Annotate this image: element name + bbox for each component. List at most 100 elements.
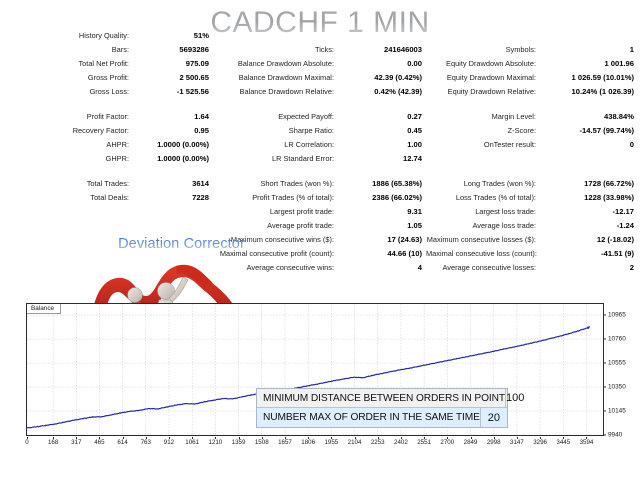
stats-label: OnTester result: — [483, 139, 536, 149]
stats-row: AHPR: 1.0000 (0.00%) LR Correlation: 1.00 On… — [0, 137, 640, 151]
y-tick-label: 10555 — [608, 359, 626, 367]
stats-cell: Maximal consecutive loss (count): -41.51 … — [426, 246, 640, 260]
x-tick-mark — [261, 437, 263, 439]
stats-cell: Equity Drawdown Relative: 10.24% (1 026.3… — [426, 84, 640, 98]
stats-cell: Recovery Factor: 0.95 — [0, 123, 213, 137]
x-tick-mark — [99, 437, 101, 439]
stats-row: Gross Loss: -1 525.56 Balance Drawdown Rel… — [0, 84, 640, 98]
stats-value: 17 (24.63) — [387, 234, 422, 244]
x-tick-label: 2402 — [394, 439, 408, 446]
stats-cell: History Quality: 51% — [0, 28, 213, 42]
stats-cell: Maximal consecutive profit (count): 44.66… — [213, 246, 426, 260]
x-tick-label: 317 — [71, 439, 82, 446]
stats-cell: Total Trades: 3614 — [0, 176, 213, 190]
x-tick-mark — [53, 437, 55, 439]
stats-label: Margin Level: — [491, 111, 536, 121]
stats-cell: Margin Level: 438.84% — [426, 109, 640, 123]
x-tick-label: 2700 — [440, 439, 455, 446]
y-tick-label: 9940 — [608, 431, 623, 439]
x-tick-label: 1061 — [185, 439, 200, 446]
y-tick-mark — [603, 362, 606, 364]
x-tick-mark — [586, 437, 588, 439]
stats-label: LR Correlation: — [284, 139, 334, 149]
stats-value: -1.24 — [616, 220, 634, 230]
stats-value: 1 — [629, 44, 634, 54]
stats-label: Maximum consecutive wins ($): — [230, 234, 334, 244]
x-tick-mark — [145, 437, 147, 439]
x-tick-label: 1359 — [231, 439, 246, 446]
stats-value: 3614 — [192, 178, 209, 188]
stats-row: GHPR: 1.0000 (0.00%) LR Standard Error: 12.… — [0, 151, 640, 165]
stats-cell: Symbols: 1 — [426, 42, 640, 56]
stats-value: 0.95 — [194, 125, 209, 135]
stats-label: History Quality: — [78, 30, 129, 40]
stats-cell: Expected Payoff: 0.27 — [213, 109, 426, 123]
stats-value: 12.74 — [402, 153, 422, 163]
logo-text: Deviation Corrector — [84, 236, 279, 252]
x-tick-mark — [400, 437, 402, 439]
parameter-value: 20 — [479, 408, 507, 427]
stats-cell: Z-Score: -14.57 (99.74%) — [426, 123, 640, 137]
stats-label: Z-Score: — [507, 125, 536, 135]
stats-cell: Profit Factor: 1.64 — [0, 109, 213, 123]
balance-line — [27, 325, 590, 429]
stats-cell: Gross Loss: -1 525.56 — [0, 84, 213, 98]
y-tick-mark — [603, 314, 606, 316]
y-tick-label: 10965 — [608, 311, 626, 319]
stats-value: -14.57 (99.74%) — [579, 125, 634, 135]
x-tick-mark — [470, 437, 472, 439]
stats-value: 4 — [417, 262, 422, 272]
x-tick-mark — [331, 437, 333, 439]
x-tick-mark — [354, 437, 356, 439]
stats-label: Equity Drawdown Maximal: — [446, 72, 536, 82]
x-tick-label: 2253 — [370, 439, 385, 446]
stats-cell: Total Deals: 7228 — [0, 190, 213, 204]
x-tick-mark — [238, 437, 240, 439]
x-tick-mark — [308, 437, 310, 439]
stats-cell: Sharpe Ratio: 0.45 — [213, 123, 426, 137]
stats-cell: Largest loss trade: -12.17 — [426, 204, 640, 218]
stats-label: Gross Profit: — [87, 72, 129, 82]
x-tick-mark — [516, 437, 518, 439]
stats-cell: Average profit trade: 1.05 — [213, 218, 426, 232]
stats-row: Bars: 5693286 Ticks: 241646003 Symbols: 1 — [0, 42, 640, 56]
x-tick-label: 2104 — [347, 439, 362, 446]
stats-label: Sharpe Ratio: — [288, 125, 334, 135]
stats-value: 7228 — [192, 192, 209, 202]
stats-cell: Loss Trades (% of total): 1228 (33.98%) — [426, 190, 640, 204]
stats-label: Average loss trade: — [472, 220, 536, 230]
stats-cell: Equity Drawdown Maximal: 1 026.59 (10.01%… — [426, 70, 640, 84]
stats-label: Bars: — [111, 44, 129, 54]
stats-row: Total Deals: 7228 Profit Trades (% of tota… — [0, 190, 640, 204]
x-tick-label: 1657 — [278, 439, 292, 446]
stats-cell: Average consecutive losses: 2 — [426, 260, 640, 274]
stats-cell: Balance Drawdown Relative: 0.42% (42.39) — [213, 84, 426, 98]
stats-row: Profit Factor: 1.64 Expected Payoff: 0.27 Ma… — [0, 109, 640, 123]
stats-cell: Maximum consecutive wins ($): 17 (24.63) — [213, 232, 426, 246]
stats-label: Expected Payoff: — [278, 111, 334, 121]
stats-value: 1.05 — [407, 220, 422, 230]
stats-value: 42.39 (0.42%) — [374, 72, 422, 82]
stats-label: Gross Loss: — [89, 86, 129, 96]
stats-value: 0 — [629, 139, 634, 149]
x-tick-label: 2849 — [463, 439, 478, 446]
y-tick-label: 10145 — [608, 407, 626, 415]
stats-cell — [0, 218, 213, 232]
parameters-overlay: MINIMUM DISTANCE BETWEEN ORDERS IN POINT… — [256, 388, 524, 428]
stats-value: 51% — [193, 30, 209, 40]
x-tick-label: 912 — [163, 439, 175, 446]
stats-cell — [0, 204, 213, 218]
stats-value: -12.17 — [612, 206, 634, 216]
y-tick-mark — [603, 434, 606, 436]
x-tick-mark — [284, 437, 286, 439]
stats-label: Loss Trades (% of total): — [455, 192, 536, 202]
x-tick-label: 1508 — [254, 439, 269, 446]
stats-row: Maximal consecutive profit (count): 44.66… — [0, 246, 640, 260]
x-tick-mark — [540, 437, 542, 439]
stats-value: 0.27 — [407, 111, 422, 121]
x-tick-mark — [447, 437, 449, 439]
x-tick-label: 3594 — [579, 439, 594, 446]
parameter-row: NUMBER MAX OF ORDER IN THE SAME TIME 20 — [257, 408, 507, 427]
stats-value: 1 001.96 — [604, 58, 634, 68]
y-tick-mark — [603, 338, 606, 340]
